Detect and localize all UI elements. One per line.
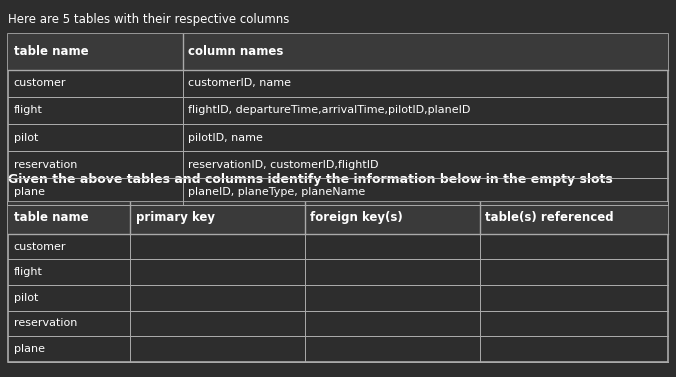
Text: reservation: reservation	[14, 160, 77, 170]
Text: Given the above tables and columns identify the information below in the empty s: Given the above tables and columns ident…	[8, 173, 613, 186]
Text: plane: plane	[14, 187, 45, 197]
Text: table name: table name	[14, 45, 88, 58]
Text: Here are 5 tables with their respective columns: Here are 5 tables with their respective …	[8, 13, 289, 26]
Text: table name: table name	[14, 211, 88, 224]
Bar	[8, 202, 668, 362]
Text: foreign key(s): foreign key(s)	[310, 211, 403, 224]
Text: reservationID, customerID,flightID: reservationID, customerID,flightID	[189, 160, 379, 170]
Text: customer: customer	[14, 242, 66, 251]
Text: primary key: primary key	[136, 211, 214, 224]
Text: pilot: pilot	[14, 293, 38, 303]
Text: column names: column names	[189, 45, 284, 58]
Text: planeID, planeType, planeName: planeID, planeType, planeName	[189, 187, 366, 197]
Text: pilotID, name: pilotID, name	[189, 133, 263, 143]
Bar	[8, 34, 668, 70]
Text: plane: plane	[14, 344, 45, 354]
Text: pilot: pilot	[14, 133, 38, 143]
Text: flight: flight	[14, 106, 43, 115]
Text: customerID, name: customerID, name	[189, 78, 291, 88]
Bar	[8, 34, 668, 205]
Text: flightID, departureTime,arrivalTime,pilotID,planeID: flightID, departureTime,arrivalTime,pilo…	[189, 106, 470, 115]
Text: reservation: reservation	[14, 319, 77, 328]
Text: flight: flight	[14, 267, 43, 277]
Bar	[8, 202, 668, 234]
Text: customer: customer	[14, 78, 66, 88]
Text: table(s) referenced: table(s) referenced	[485, 211, 614, 224]
